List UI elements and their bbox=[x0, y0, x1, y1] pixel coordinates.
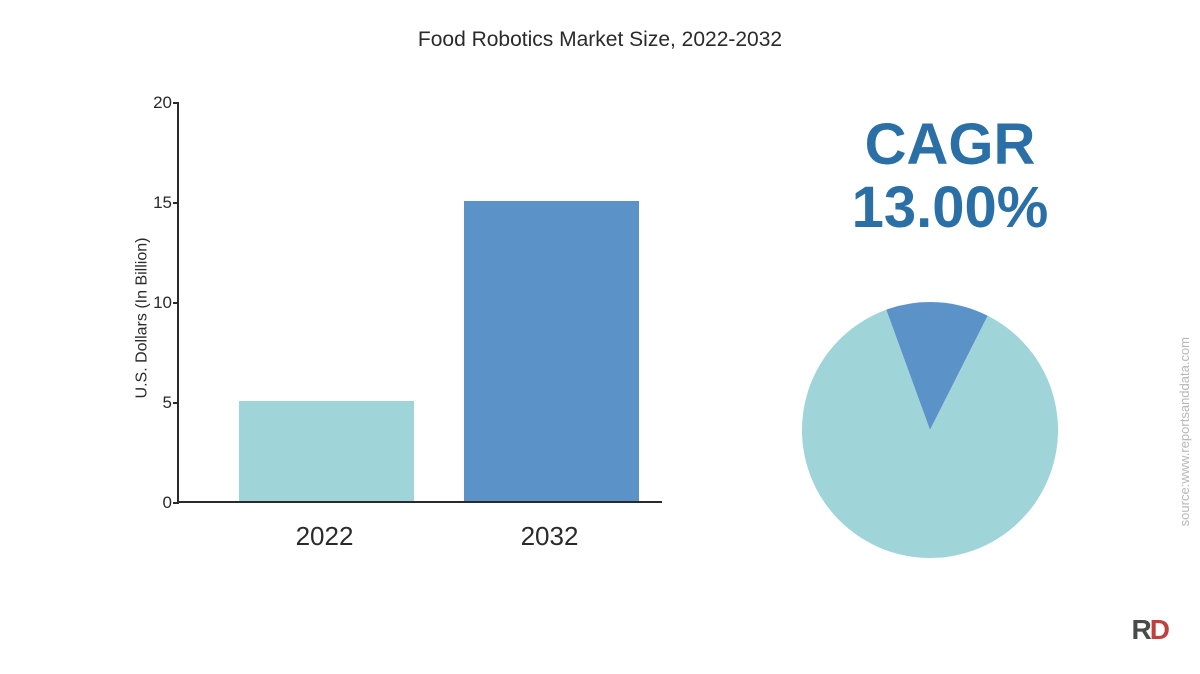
y-tick-label: 10 bbox=[134, 293, 172, 313]
cagr-block: CAGR 13.00% bbox=[770, 115, 1130, 239]
bar-chart-region: U.S. Dollars (In Billion) 05101520 20222… bbox=[122, 103, 662, 533]
cagr-label: CAGR bbox=[770, 115, 1130, 176]
y-tick-mark bbox=[173, 402, 179, 404]
cagr-value: 13.00% bbox=[770, 178, 1130, 239]
y-tick-mark bbox=[173, 302, 179, 304]
bar bbox=[239, 401, 414, 501]
chart-title: Food Robotics Market Size, 2022-2032 bbox=[0, 0, 1200, 52]
brand-logo: RD bbox=[1132, 614, 1168, 646]
pie-chart bbox=[800, 300, 1060, 560]
y-tick-mark bbox=[173, 102, 179, 104]
y-tick-label: 0 bbox=[134, 493, 172, 513]
source-attribution: source:www.reportsanddata.com bbox=[1177, 337, 1192, 526]
y-tick-label: 5 bbox=[134, 393, 172, 413]
logo-letter-r: R bbox=[1132, 614, 1150, 645]
y-tick-label: 15 bbox=[134, 193, 172, 213]
x-axis-label: 2022 bbox=[296, 521, 354, 552]
y-tick-mark bbox=[173, 502, 179, 504]
logo-letter-d: D bbox=[1150, 614, 1168, 645]
x-axis-label: 2032 bbox=[521, 521, 579, 552]
y-tick-mark bbox=[173, 202, 179, 204]
y-tick-label: 20 bbox=[134, 93, 172, 113]
bar-plot: 05101520 bbox=[177, 103, 662, 503]
y-axis-label: U.S. Dollars (In Billion) bbox=[133, 238, 151, 399]
bar bbox=[464, 201, 639, 501]
